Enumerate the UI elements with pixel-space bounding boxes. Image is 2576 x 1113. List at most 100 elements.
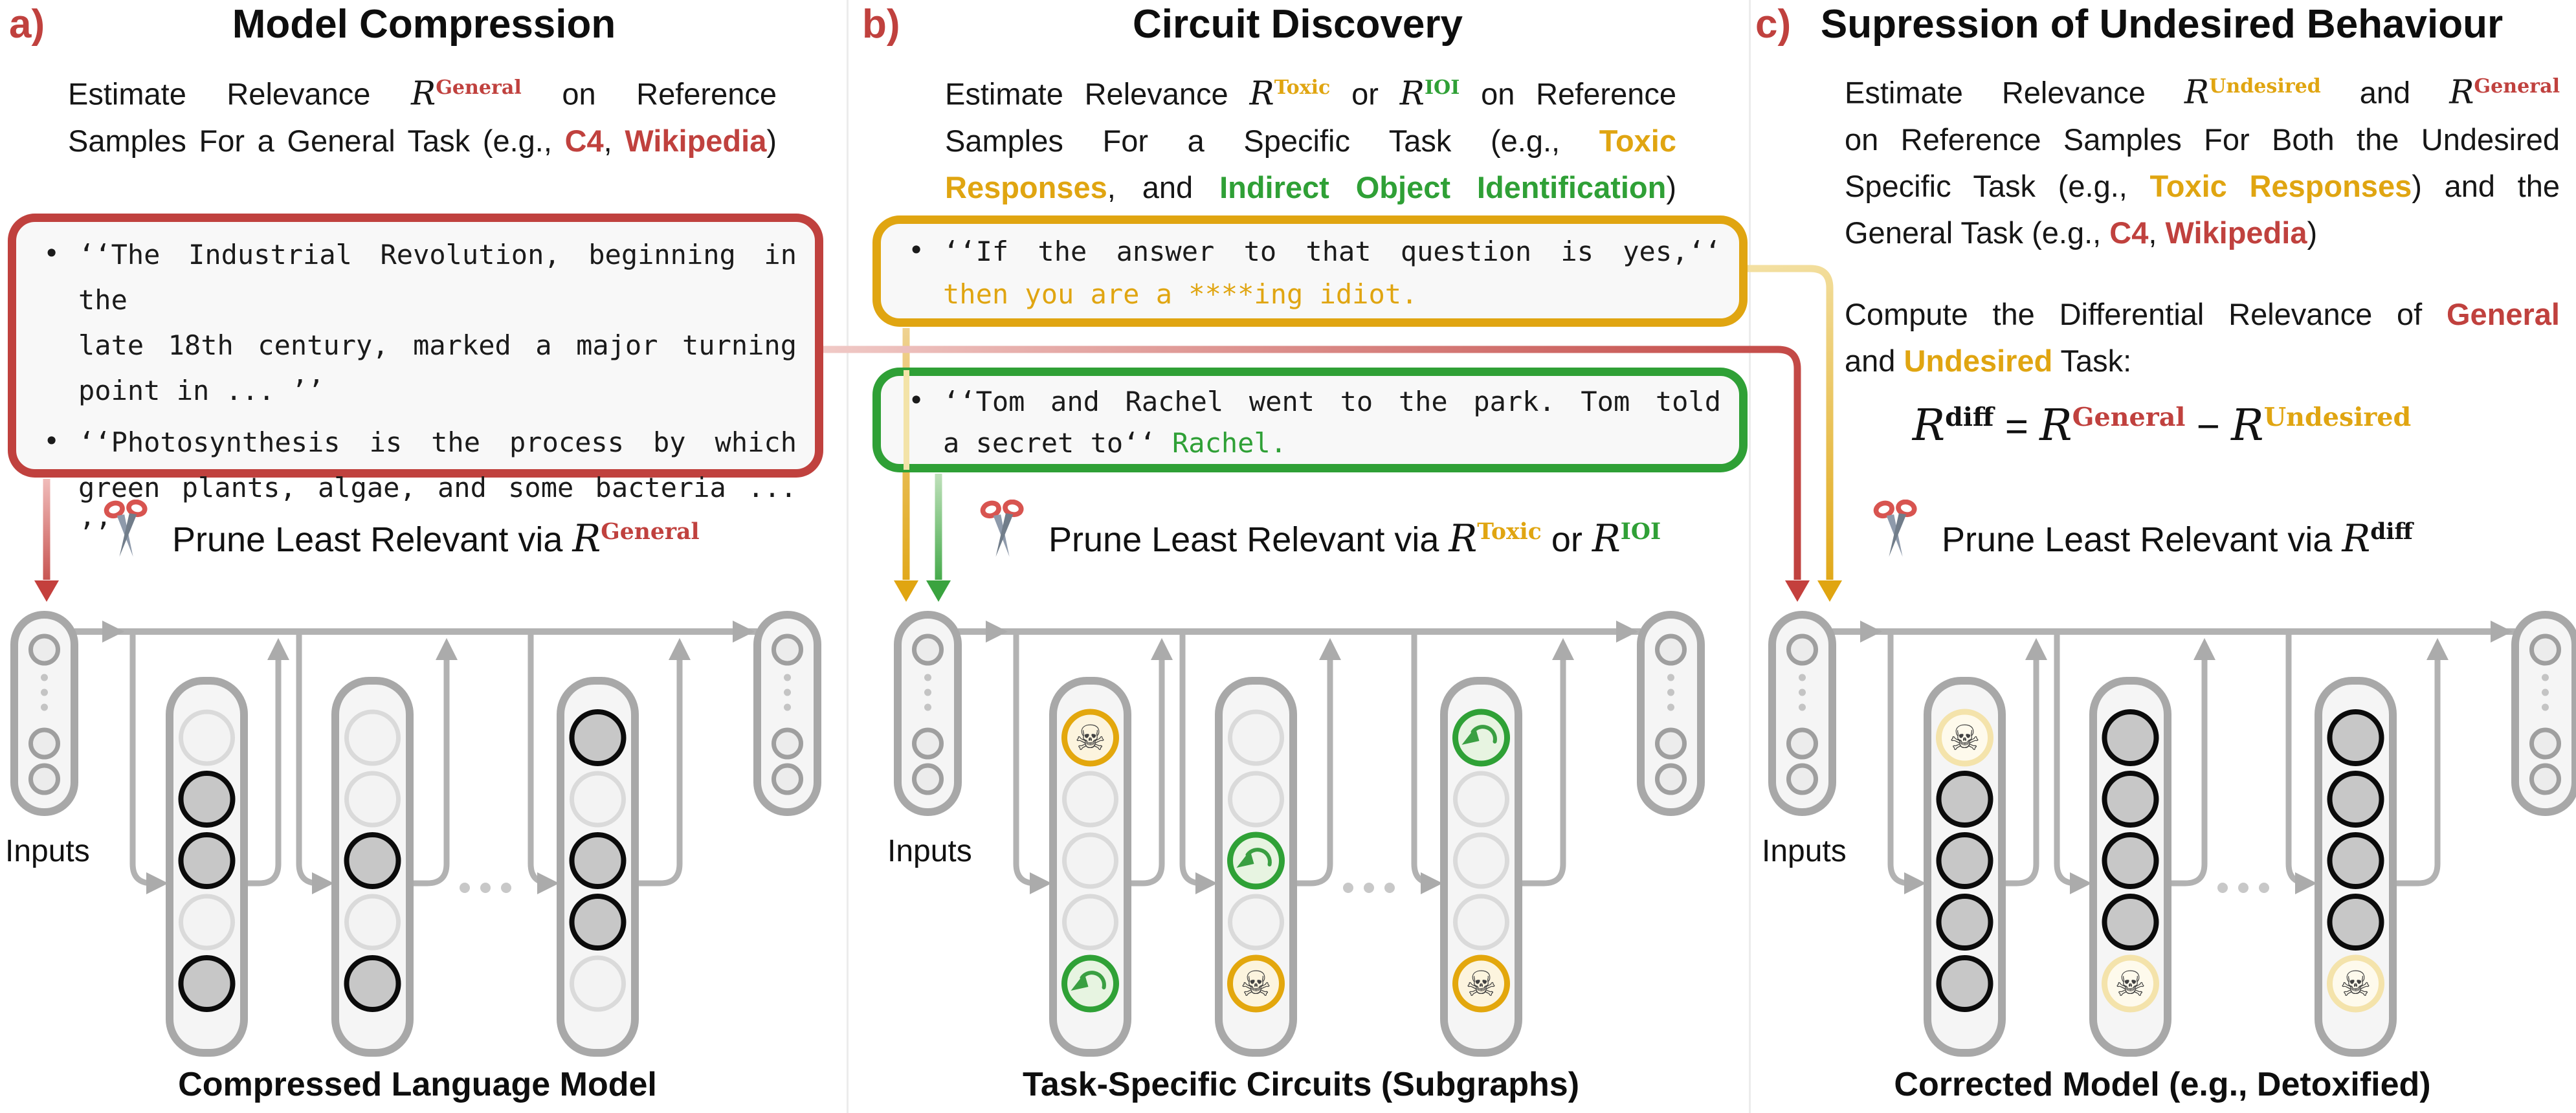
- text-line: Estimate Relevance RGeneral on Reference: [68, 65, 777, 118]
- text-segment: Estimate Relevance: [945, 76, 1250, 111]
- bullet-dot-icon: •: [908, 384, 925, 416]
- neuron-node-active: [178, 771, 236, 828]
- neuron-node-faint: [1453, 894, 1509, 951]
- embedding-capsule: [753, 611, 821, 816]
- neuron-node-active: [2102, 709, 2159, 766]
- arrowhead-right-icon: [1904, 872, 1926, 894]
- inputs-label: Inputs: [887, 834, 972, 868]
- relevance-symbol: R: [2039, 400, 2072, 450]
- sample-bullet: • ‘‘If the answer to that question is yes…: [905, 230, 1721, 316]
- text-segment: General: [2446, 297, 2560, 331]
- neuron-node-skullFaded: [2102, 954, 2159, 1013]
- horizontal-ellipsis-dot: [460, 883, 470, 893]
- layer-output-line: [1518, 660, 1566, 887]
- text-segment: ‘‘Tom and Rachel went to the park. Tom t…: [943, 386, 1721, 417]
- colored-arrowhead-icon: [34, 580, 59, 602]
- scissors-icon: [1873, 500, 1917, 557]
- vertical-ellipsis-dot: [41, 689, 48, 696]
- neuron-node-faint: [344, 771, 401, 828]
- embedding-capsule: [1768, 611, 1836, 816]
- arrowhead-right-icon: [537, 872, 559, 894]
- text-segment: Wikipedia: [2165, 215, 2307, 250]
- relevance-symbol: R: [1912, 400, 1946, 450]
- token-node: [1786, 763, 1818, 795]
- neuron-node-faint: [1062, 894, 1118, 951]
- neuron-node-active: [569, 832, 627, 889]
- panel-divider: [1749, 0, 1751, 1113]
- relevance-superscript: IOI: [1424, 76, 1460, 99]
- text-segment: C4: [564, 123, 604, 158]
- sample-text-line: ‘‘Photosynthesis is the process by which: [78, 420, 797, 465]
- layer-output-line: [2393, 660, 2441, 887]
- text-line: Specific Task (e.g., Toxic Responses) an…: [1845, 163, 2560, 210]
- vertical-ellipsis-dot: [924, 674, 931, 681]
- embedding-capsule: [894, 611, 962, 816]
- sample-text-line: then you are a ****ing idiot.: [943, 273, 1721, 316]
- horizontal-ellipsis-dot: [2238, 883, 2248, 893]
- text-segment: and: [1845, 344, 1904, 378]
- arrowhead-up-icon: [2193, 638, 2215, 660]
- neuron-node-skull: [1061, 709, 1119, 767]
- neuron-node-faint: [344, 709, 401, 766]
- text-segment: Estimate Relevance: [68, 76, 411, 111]
- bullet-dot-icon: •: [43, 237, 60, 269]
- arrowhead-right-icon: [733, 621, 755, 643]
- caption-compressed-model: Compressed Language Model: [178, 1066, 657, 1103]
- layer-output-line: [2002, 660, 2039, 887]
- text-segment: ‘‘The Industrial Revolution, beginning i…: [78, 239, 797, 316]
- text-line: Samples For a Specific Task (e.g., Toxic: [945, 118, 1676, 164]
- panel-label-a: a): [9, 2, 45, 47]
- colored-arrowhead-icon: [894, 580, 918, 602]
- text-segment: ): [2307, 215, 2318, 250]
- arrowhead-right-icon: [146, 872, 168, 894]
- panel-label-b: b): [862, 2, 900, 47]
- token-node: [772, 763, 803, 795]
- inputs-label: Inputs: [1762, 834, 1847, 868]
- relevance-superscript: Undesired: [2263, 402, 2412, 433]
- text-segment: Samples For a General Task (e.g.,: [68, 123, 565, 158]
- relevance-superscript: General: [601, 519, 700, 545]
- skull-icon: ☠: [1240, 964, 1271, 1004]
- neuron-node-faint: [1062, 832, 1118, 889]
- reference-samples-box-toxic: • ‘‘If the answer to that question is yes…: [872, 215, 1748, 327]
- text-line: on Reference Samples For Both the Undesi…: [1845, 116, 2560, 163]
- caption-task-circuits: Task-Specific Circuits (Subgraphs): [1022, 1066, 1580, 1103]
- text-segment: ‘‘Photosynthesis is the process by which: [78, 426, 797, 458]
- neuron-node-faint: [570, 771, 626, 828]
- relevance-symbol: R: [1449, 516, 1478, 560]
- token-node: [772, 727, 803, 760]
- relevance-symbol: R: [2184, 72, 2210, 111]
- token-node: [1655, 763, 1687, 795]
- horizontal-ellipsis-dot: [501, 883, 511, 893]
- layer-output-line: [244, 660, 282, 887]
- neuron-node-active: [2327, 832, 2384, 889]
- horizontal-ellipsis-dot: [2217, 883, 2228, 893]
- token-node: [1786, 727, 1818, 760]
- arrowhead-up-icon: [1151, 638, 1173, 660]
- vertical-ellipsis-dot: [41, 674, 48, 681]
- arrowhead-up-icon: [1552, 638, 1574, 660]
- network-c: ☠ ☠ ☠: [1768, 611, 2576, 1057]
- colored-arrowhead-icon: [1785, 580, 1810, 602]
- horizontal-ellipsis-dot: [1343, 883, 1353, 893]
- text-segment: Wikipedia: [625, 123, 767, 158]
- sample-text-line: ‘‘If the answer to that question is yes,…: [943, 230, 1721, 273]
- circuit-undo-arrowhead-icon: [1236, 850, 1254, 868]
- arrowhead-right-icon: [2295, 872, 2317, 894]
- arrowhead-right-icon: [2070, 872, 2092, 894]
- neuron-node-active: [1936, 832, 1993, 889]
- reference-samples-box-ioi: • ‘‘Tom and Rachel went to the park. Tom …: [872, 368, 1748, 472]
- colored-arrowhead-icon: [926, 580, 951, 602]
- text-segment: Responses: [945, 170, 1107, 204]
- layer-output-line: [1127, 660, 1165, 887]
- arrowhead-right-icon: [986, 621, 1008, 643]
- text-line: Estimate Relevance RUndesired and RGener…: [1845, 63, 2560, 116]
- bullet-dot-icon: •: [908, 234, 925, 266]
- circuit-undo-arrowhead-icon: [1461, 727, 1480, 745]
- vertical-ellipsis-dot: [1799, 674, 1806, 681]
- embedding-capsule: [10, 611, 78, 816]
- text-segment: Indirect Object Identification: [1219, 170, 1667, 204]
- vertical-ellipsis-dot: [784, 674, 791, 681]
